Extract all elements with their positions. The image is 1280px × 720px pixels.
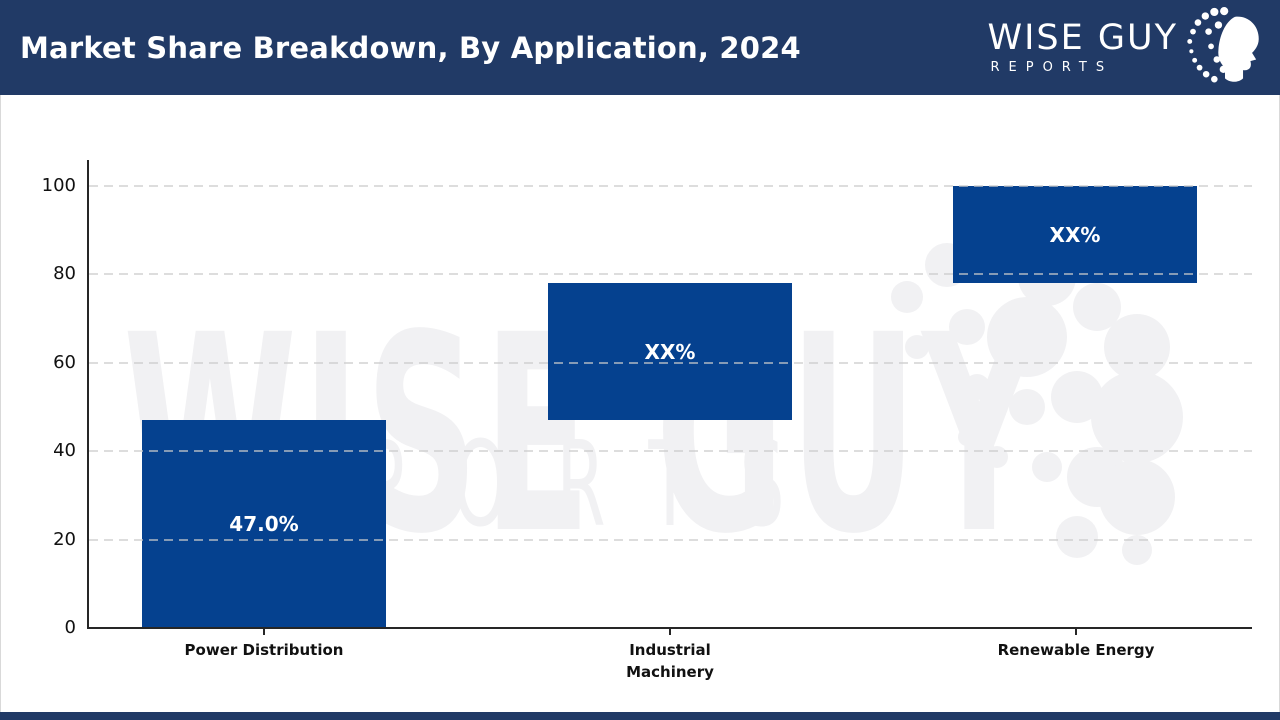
x-tick [263,629,265,635]
y-tick-label: 40 [53,440,76,462]
y-tick-label: 0 [64,617,76,638]
page-title: Market Share Breakdown, By Application, … [20,30,801,65]
logo-text: WISE GUY REPORTS [987,17,1178,75]
bar-1 [142,420,386,628]
gridline-y-80 [89,273,1252,276]
gridline-y-60 [89,361,1252,364]
x-tick [1075,629,1077,635]
x-category-label: Renewable Energy [997,641,1155,659]
y-tick-label: 60 [53,351,76,373]
x-axis-line [87,627,1252,629]
y-axis-line [87,160,89,629]
gridline-y-20 [89,538,1252,541]
gridline-y-40 [89,450,1252,453]
logo-wiseguy-text: WISE GUY [987,17,1178,58]
footer-bar [0,712,1280,720]
watermark-face-dots [891,235,1183,565]
gridline-y-100 [89,185,1252,187]
y-tick-label: 100 [41,175,76,196]
header: Market Share Breakdown, By Application, … [0,0,1280,95]
x-tick [669,629,671,635]
bar-3 [953,186,1197,284]
x-category-label: Power Distribution [184,641,344,659]
bar-value-label: XX% [644,339,696,364]
x-category-label: Industrial Machinery [626,641,714,681]
wise-guy-reports-logo: WISE GUY REPORTS [987,6,1280,90]
logo-face-icon [1187,6,1259,82]
y-tick-label: 80 [53,263,76,285]
y-tick-label: 20 [53,528,76,550]
bar-value-label: XX% [1049,222,1101,247]
bar-value-label: 47.0% [229,512,299,537]
logo-reports-text: REPORTS [990,59,1114,75]
bar-2 [548,283,792,421]
